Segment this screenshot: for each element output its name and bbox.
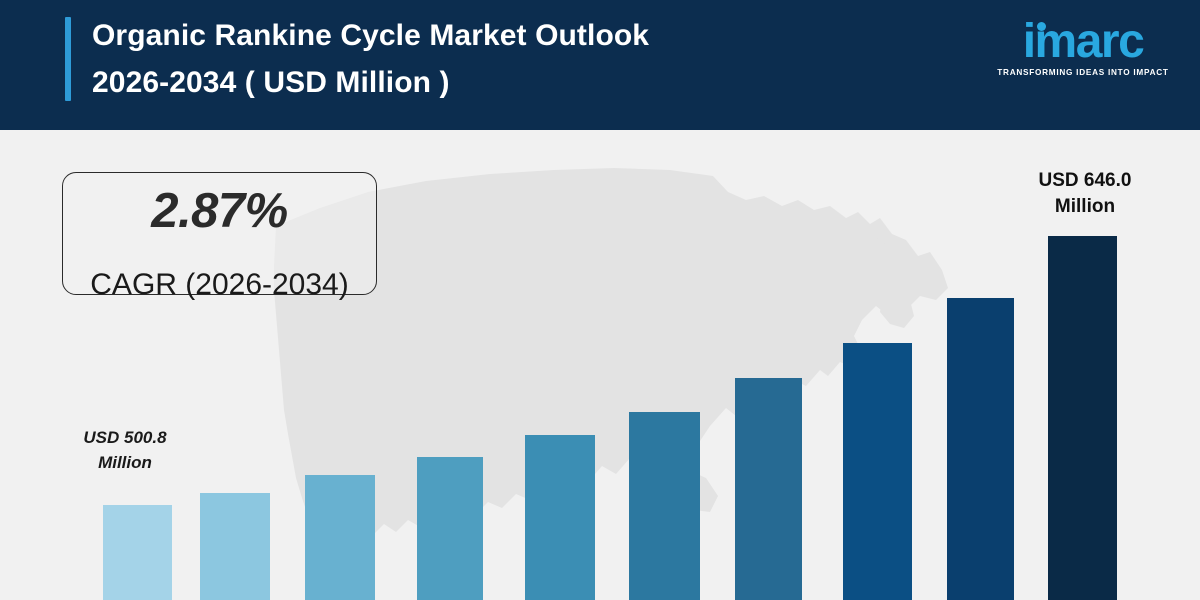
bar-2028 <box>305 475 375 600</box>
cagr-callout-box <box>62 172 377 295</box>
logo-dot-icon <box>1037 22 1046 31</box>
bar-2035 <box>1048 236 1117 600</box>
end-value-amount: USD 646.0 <box>1038 170 1132 191</box>
bar-2032 <box>735 378 802 600</box>
title-accent-bar <box>65 17 71 101</box>
bar-2030 <box>525 435 595 600</box>
bar-2029 <box>417 457 483 600</box>
bar-2031 <box>629 412 700 600</box>
bar-2026 <box>103 505 172 600</box>
imarc-logo[interactable]: imarc TRANSFORMING IDEAS INTO IMPACT <box>988 14 1178 86</box>
bar-2034 <box>947 298 1014 600</box>
end-value-unit: Million <box>1054 196 1116 217</box>
bar-2027 <box>200 493 270 600</box>
start-value-unit: Million <box>98 453 152 472</box>
start-value-amount: USD 500.8 <box>83 428 167 447</box>
start-value-label: USD 500.8 Million <box>60 425 190 475</box>
cagr-label: CAGR (2026-2034) <box>90 268 349 301</box>
page-title: Organic Rankine Cycle Market Outlook 202… <box>92 12 942 106</box>
cagr-value: 2.87% <box>151 184 288 238</box>
title-line-2: 2026-2034 ( USD Million ) <box>92 66 450 99</box>
header-banner: Organic Rankine Cycle Market Outlook 202… <box>0 0 1200 130</box>
bar-2033 <box>843 343 912 600</box>
title-line-1: Organic Rankine Cycle Market Outlook <box>92 19 650 52</box>
end-value-label: USD 646.0 Million <box>1000 168 1170 220</box>
logo-tagline: TRANSFORMING IDEAS INTO IMPACT <box>997 68 1169 77</box>
